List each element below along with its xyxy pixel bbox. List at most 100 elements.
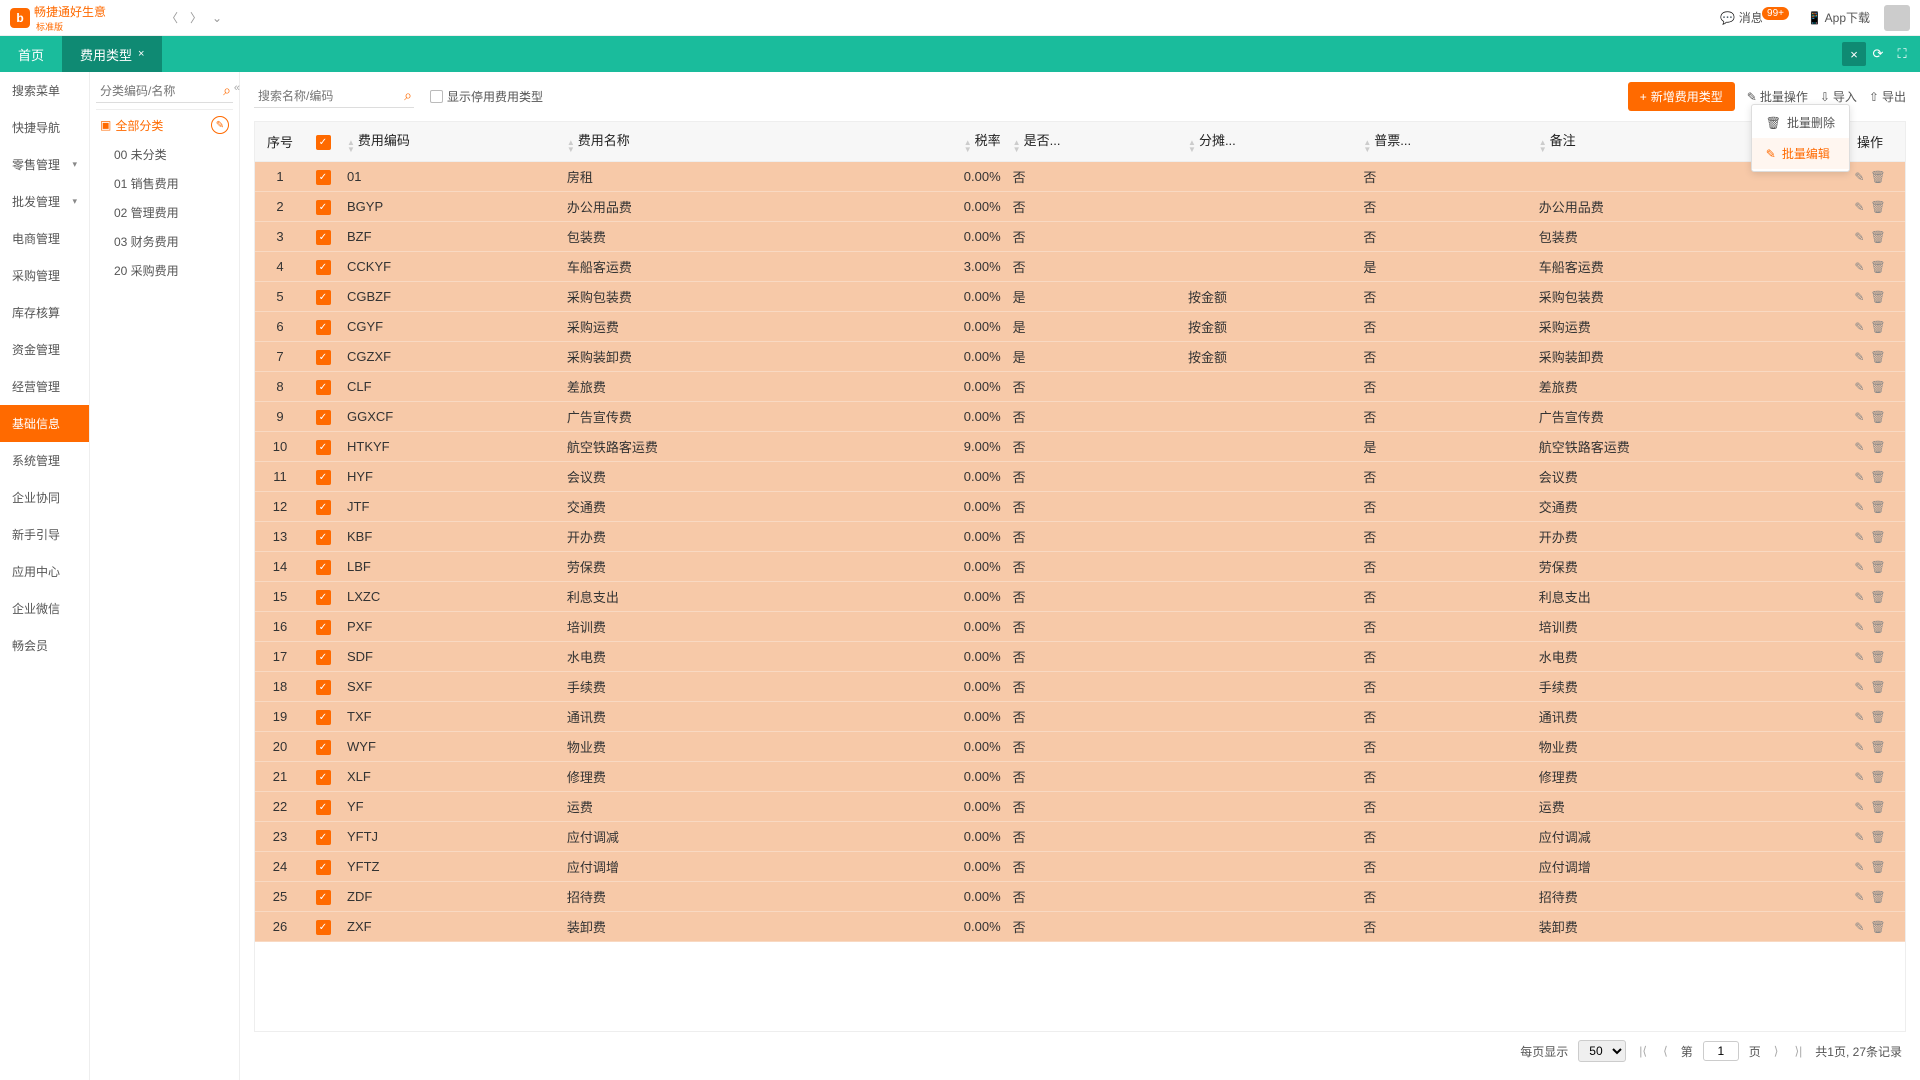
table-row[interactable]: 17✓SDF水电费0.00%否否水电费✎🗑	[255, 642, 1905, 672]
page-first-button[interactable]: |⟨	[1636, 1044, 1650, 1058]
table-row[interactable]: 24✓YFTZ应付调增0.00%否否应付调增✎🗑	[255, 852, 1905, 882]
nav-item[interactable]: 企业微信	[0, 590, 89, 627]
delete-icon[interactable]: 🗑	[1870, 410, 1885, 424]
messages-link[interactable]: 💬 消息 99+	[1720, 9, 1793, 26]
row-checkbox[interactable]: ✓	[316, 470, 331, 485]
delete-icon[interactable]: 🗑	[1870, 680, 1885, 694]
tab-close-all-button[interactable]: ×	[1842, 42, 1866, 66]
table-row[interactable]: 16✓PXF培训费0.00%否否培训费✎🗑	[255, 612, 1905, 642]
col-index[interactable]: 序号	[255, 122, 305, 162]
table-row[interactable]: 20✓WYF物业费0.00%否否物业费✎🗑	[255, 732, 1905, 762]
table-row[interactable]: 25✓ZDF招待费0.00%否否招待费✎🗑	[255, 882, 1905, 912]
nav-item[interactable]: 基础信息	[0, 405, 89, 442]
table-row[interactable]: 3✓BZF包装费0.00%否否包装费✎🗑	[255, 222, 1905, 252]
nav-item[interactable]: 搜索菜单	[0, 72, 89, 109]
nav-item[interactable]: 资金管理	[0, 331, 89, 368]
search-icon[interactable]: ⌕	[223, 82, 231, 99]
row-checkbox[interactable]: ✓	[316, 350, 331, 365]
row-checkbox[interactable]: ✓	[316, 680, 331, 695]
delete-icon[interactable]: 🗑	[1870, 740, 1885, 754]
category-item[interactable]: 01 销售费用	[96, 169, 233, 198]
batch-edit-item[interactable]: ✎ 批量编辑	[1752, 138, 1849, 169]
delete-icon[interactable]: 🗑	[1870, 830, 1885, 844]
table-row[interactable]: 13✓KBF开办费0.00%否否开办费✎🗑	[255, 522, 1905, 552]
table-row[interactable]: 23✓YFTJ应付调减0.00%否否应付调减✎🗑	[255, 822, 1905, 852]
refresh-icon[interactable]: ⟳	[1866, 42, 1890, 66]
edit-icon[interactable]: ✎	[1854, 890, 1864, 904]
delete-icon[interactable]: 🗑	[1870, 230, 1885, 244]
edit-icon[interactable]: ✎	[1854, 680, 1864, 694]
row-checkbox[interactable]: ✓	[316, 620, 331, 635]
delete-icon[interactable]: 🗑	[1870, 650, 1885, 664]
nav-item[interactable]: 电商管理	[0, 220, 89, 257]
delete-icon[interactable]: 🗑	[1870, 530, 1885, 544]
row-checkbox[interactable]: ✓	[316, 800, 331, 815]
edit-icon[interactable]: ✎	[1854, 650, 1864, 664]
import-button[interactable]: ⇩ 导入	[1820, 88, 1857, 105]
table-row[interactable]: 6✓CGYF采购运费0.00%是按金额否采购运费✎🗑	[255, 312, 1905, 342]
row-checkbox[interactable]: ✓	[316, 200, 331, 215]
category-search-input[interactable]	[96, 80, 233, 103]
batch-delete-item[interactable]: 🗑 批量删除	[1752, 107, 1849, 138]
edit-category-icon[interactable]: ✎	[211, 116, 229, 134]
page-prev-button[interactable]: ⟨	[1660, 1044, 1671, 1058]
delete-icon[interactable]: 🗑	[1870, 200, 1885, 214]
edit-icon[interactable]: ✎	[1854, 740, 1864, 754]
category-item[interactable]: 00 未分类	[96, 140, 233, 169]
delete-icon[interactable]: 🗑	[1870, 170, 1885, 184]
table-row[interactable]: 15✓LXZC利息支出0.00%否否利息支出✎🗑	[255, 582, 1905, 612]
page-last-button[interactable]: ⟩|	[1791, 1044, 1805, 1058]
table-row[interactable]: 18✓SXF手续费0.00%否否手续费✎🗑	[255, 672, 1905, 702]
search-input[interactable]	[254, 85, 414, 108]
edit-icon[interactable]: ✎	[1854, 440, 1864, 454]
nav-item[interactable]: 批发管理▾	[0, 183, 89, 220]
row-checkbox[interactable]: ✓	[316, 380, 331, 395]
search-icon[interactable]: ⌕	[404, 87, 412, 104]
edit-icon[interactable]: ✎	[1854, 530, 1864, 544]
nav-item[interactable]: 畅会员	[0, 627, 89, 664]
table-row[interactable]: 26✓ZXF装卸费0.00%否否装卸费✎🗑	[255, 912, 1905, 942]
delete-icon[interactable]: 🗑	[1870, 470, 1885, 484]
row-checkbox[interactable]: ✓	[316, 710, 331, 725]
table-row[interactable]: 1✓01房租0.00%否否✎🗑	[255, 162, 1905, 192]
edit-icon[interactable]: ✎	[1854, 380, 1864, 394]
delete-icon[interactable]: 🗑	[1870, 320, 1885, 334]
edit-icon[interactable]: ✎	[1854, 470, 1864, 484]
nav-item[interactable]: 零售管理▾	[0, 146, 89, 183]
table-row[interactable]: 21✓XLF修理费0.00%否否修理费✎🗑	[255, 762, 1905, 792]
table-row[interactable]: 7✓CGZXF采购装卸费0.00%是按金额否采购装卸费✎🗑	[255, 342, 1905, 372]
edit-icon[interactable]: ✎	[1854, 800, 1864, 814]
delete-icon[interactable]: 🗑	[1870, 290, 1885, 304]
table-row[interactable]: 19✓TXF通讯费0.00%否否通讯费✎🗑	[255, 702, 1905, 732]
org-dropdown[interactable]: 〈 〉 ⌄	[166, 9, 222, 26]
edit-icon[interactable]: ✎	[1854, 920, 1864, 934]
show-disabled-checkbox[interactable]: 显示停用费用类型	[430, 88, 543, 105]
edit-icon[interactable]: ✎	[1854, 290, 1864, 304]
expand-icon[interactable]: ⛶	[1890, 42, 1914, 66]
delete-icon[interactable]: 🗑	[1870, 560, 1885, 574]
edit-icon[interactable]: ✎	[1854, 200, 1864, 214]
delete-icon[interactable]: 🗑	[1870, 710, 1885, 724]
row-checkbox[interactable]: ✓	[316, 890, 331, 905]
edit-icon[interactable]: ✎	[1854, 560, 1864, 574]
table-row[interactable]: 22✓YF运费0.00%否否运费✎🗑	[255, 792, 1905, 822]
col-checkbox[interactable]: ✓	[305, 122, 341, 162]
delete-icon[interactable]: 🗑	[1870, 260, 1885, 274]
row-checkbox[interactable]: ✓	[316, 860, 331, 875]
category-item[interactable]: 20 采购费用	[96, 256, 233, 285]
delete-icon[interactable]: 🗑	[1870, 860, 1885, 874]
col-alloc[interactable]: ▲▼分摊...	[1182, 122, 1357, 162]
row-checkbox[interactable]: ✓	[316, 290, 331, 305]
row-checkbox[interactable]: ✓	[316, 410, 331, 425]
row-checkbox[interactable]: ✓	[316, 530, 331, 545]
batch-ops-button[interactable]: ✎ 批量操作	[1747, 88, 1808, 105]
table-row[interactable]: 8✓CLF差旅费0.00%否否差旅费✎🗑	[255, 372, 1905, 402]
nav-item[interactable]: 库存核算	[0, 294, 89, 331]
col-ticket[interactable]: ▲▼普票...	[1357, 122, 1532, 162]
table-row[interactable]: 14✓LBF劳保费0.00%否否劳保费✎🗑	[255, 552, 1905, 582]
tab-fee-type[interactable]: 费用类型 ×	[62, 36, 162, 72]
table-row[interactable]: 10✓HTKYF航空铁路客运费9.00%否是航空铁路客运费✎🗑	[255, 432, 1905, 462]
row-checkbox[interactable]: ✓	[316, 740, 331, 755]
row-checkbox[interactable]: ✓	[316, 590, 331, 605]
delete-icon[interactable]: 🗑	[1870, 440, 1885, 454]
